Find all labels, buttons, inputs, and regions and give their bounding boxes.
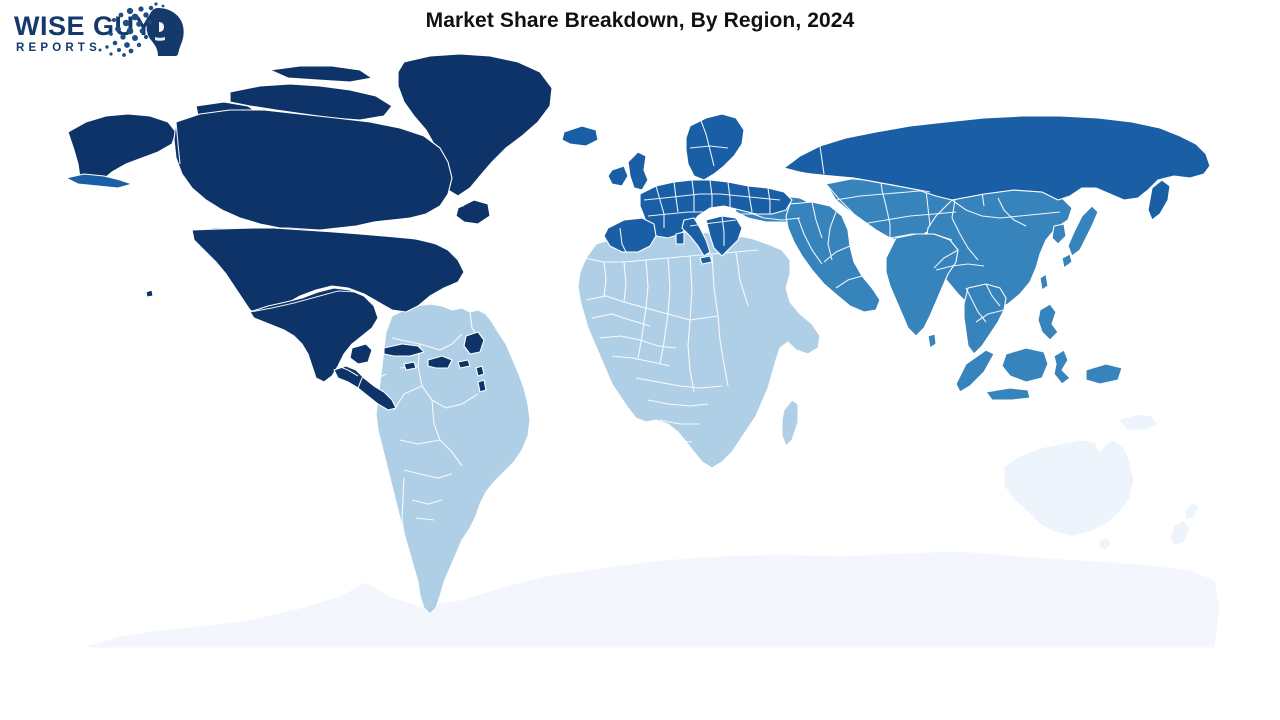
logo-wordmark-secondary: REPORTS	[16, 42, 101, 54]
world-map-svg	[65, 53, 1221, 649]
network-dots-icon	[98, 2, 165, 57]
region-europe[interactable]	[561, 113, 1211, 265]
south-america-borders	[391, 311, 481, 579]
region-south-america[interactable]	[375, 303, 531, 615]
world-map	[0, 48, 1280, 720]
logo-wordmark-primary: WISE GUY	[14, 11, 153, 41]
region-oceania[interactable]	[1003, 413, 1200, 551]
logo-svg: WISE GUY REPORTS	[14, 2, 184, 57]
page-title: Market Share Breakdown, By Region, 2024	[425, 9, 855, 32]
region-antarctica[interactable]	[79, 550, 1221, 649]
north-america-borders	[175, 121, 465, 389]
wise-guy-reports-logo: WISE GUY REPORTS	[8, 2, 198, 60]
head-profile-icon	[146, 8, 184, 56]
region-africa[interactable]	[577, 231, 821, 469]
region-asia-pacific[interactable]	[733, 171, 1123, 401]
region-north-america[interactable]	[65, 53, 553, 411]
africa-borders	[583, 249, 759, 461]
europe-borders	[619, 117, 931, 253]
